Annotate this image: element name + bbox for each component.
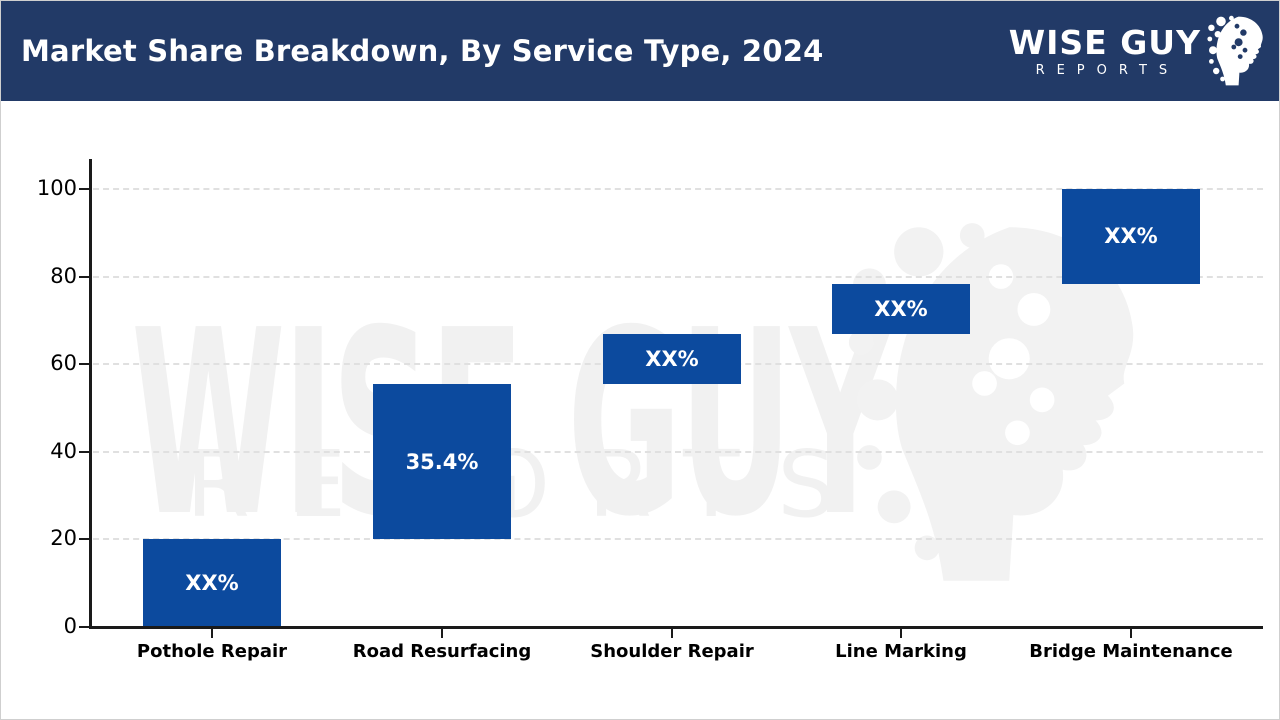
bar-value-label: XX%: [645, 346, 699, 371]
x-tick-2: [671, 629, 673, 638]
header: Market Share Breakdown, By Service Type,…: [1, 1, 1279, 101]
x-tick-3: [900, 629, 902, 638]
bar-road-resurfacing: 35.4%: [373, 384, 511, 540]
gridline-40: [93, 450, 1263, 453]
x-label-1: Road Resurfacing: [352, 641, 532, 662]
x-label-0: Pothole Repair: [136, 641, 288, 662]
bar-value-label: XX%: [874, 296, 928, 321]
brand-subname: REPORTS: [1035, 62, 1180, 78]
gridline-80: [93, 275, 1263, 278]
y-tick-label-20: 20: [50, 526, 77, 551]
y-tick-60: [79, 363, 89, 366]
bar-value-label: 35.4%: [405, 449, 479, 474]
y-tick-label-40: 40: [50, 438, 77, 463]
y-tick-100: [79, 188, 89, 190]
gridline-100: [93, 188, 1263, 190]
y-tick-label-0: 0: [63, 614, 77, 638]
y-tick-40: [79, 450, 89, 453]
x-label-3: Line Marking: [835, 641, 967, 662]
gridline-20: [93, 538, 1263, 541]
x-label-2: Shoulder Repair: [590, 641, 754, 662]
dotted-head-icon: [1207, 15, 1263, 86]
bar-bridge-maintenance: XX%: [1062, 189, 1200, 284]
x-tick-4: [1130, 629, 1132, 638]
brand-name: WISE GUY: [1008, 22, 1201, 62]
y-tick-label-60: 60: [50, 351, 77, 376]
page-title: Market Share Breakdown, By Service Type,…: [21, 34, 824, 68]
x-tick-1: [441, 629, 443, 638]
y-tick-label-80: 80: [50, 263, 77, 288]
x-label-4: Bridge Maintenance: [1029, 641, 1233, 662]
bar-pothole-repair: XX%: [143, 539, 281, 627]
y-tick-0: [79, 626, 89, 628]
brand-logo: WISE GUY REPORTS: [1009, 7, 1269, 95]
y-axis: [89, 159, 92, 629]
bar-value-label: XX%: [1104, 224, 1158, 249]
bar-shoulder-repair: XX%: [603, 333, 741, 385]
x-axis: [89, 626, 1263, 629]
y-tick-label-100: 100: [36, 176, 77, 200]
y-tick-80: [79, 275, 89, 278]
bar-line-marking: XX%: [832, 283, 970, 334]
brand-logo-text: WISE GUY REPORTS: [1009, 26, 1201, 77]
bar-value-label: XX%: [185, 571, 239, 596]
x-tick-0: [211, 629, 213, 638]
y-tick-20: [79, 538, 89, 541]
